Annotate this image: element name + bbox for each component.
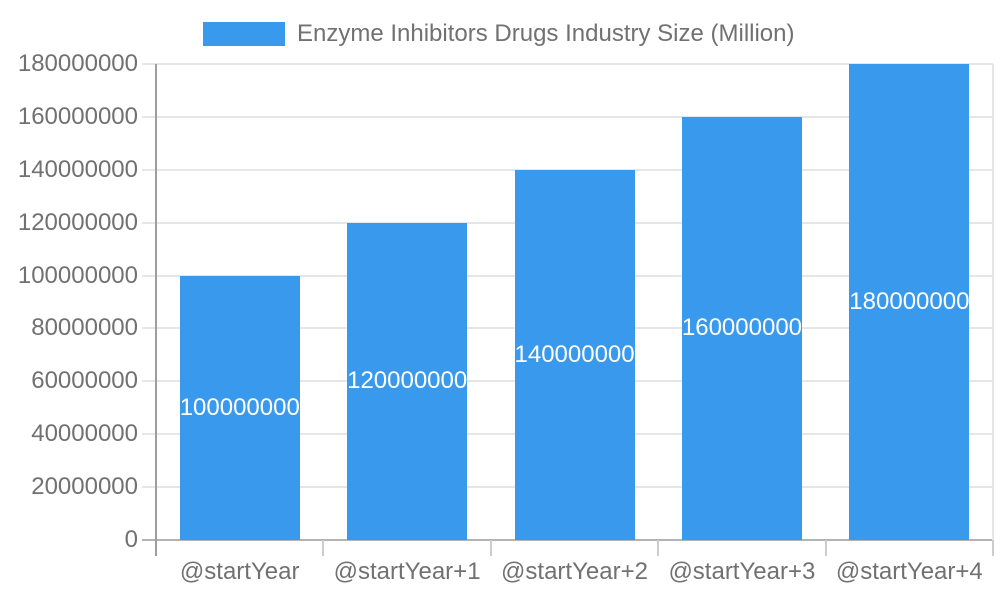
y-axis-tick-label: 160000000: [17, 102, 138, 130]
chart-right-border: [992, 64, 994, 540]
x-axis-category-label: @startYear+4: [835, 558, 983, 585]
x-axis-tick: [992, 540, 994, 556]
chart-legend: Enzyme Inhibitors Drugs Industry Size (M…: [0, 0, 1000, 56]
legend-color-swatch: [203, 22, 285, 46]
x-axis-tick: [824, 540, 827, 556]
bar-@startYear+1[interactable]: 120000000: [347, 222, 468, 540]
x-axis-tick: [322, 540, 325, 556]
x-axis-tick: [657, 540, 660, 556]
legend-label: Enzyme Inhibitors Drugs Industry Size (M…: [297, 20, 795, 47]
y-axis-tick-label: 40000000: [31, 420, 138, 448]
y-axis-tick-label: 100000000: [17, 261, 138, 289]
bar-value-label: 160000000: [681, 314, 802, 342]
x-axis-category-label: @startYear+3: [668, 558, 816, 585]
x-axis-category-label: @startYear: [179, 558, 300, 585]
x-axis-baseline: [142, 539, 993, 541]
y-axis-line: [155, 64, 157, 556]
bar-@startYear+3[interactable]: 160000000: [681, 116, 802, 540]
y-axis-tick-label: 180000000: [17, 50, 138, 77]
y-axis-tick-label: 120000000: [17, 208, 138, 236]
gridline: [142, 63, 993, 65]
bar-value-label: 140000000: [514, 340, 635, 368]
bar-@startYear+2[interactable]: 140000000: [514, 169, 635, 540]
y-axis-tick-label: 20000000: [31, 473, 138, 501]
y-axis-tick-label: 0: [124, 526, 138, 553]
x-axis-tick: [489, 540, 492, 556]
x-axis-category-label: @startYear+2: [501, 558, 648, 585]
bar-value-label: 100000000: [179, 393, 300, 421]
bar-value-label: 120000000: [347, 367, 468, 395]
y-axis-tick-label: 80000000: [31, 314, 138, 342]
bar-value-label: 180000000: [849, 288, 970, 315]
gridline: [142, 115, 993, 118]
bar-@startYear+4[interactable]: 180000000: [849, 64, 970, 540]
y-axis-tick-label: 140000000: [17, 155, 138, 183]
y-axis-tick-label: 60000000: [31, 367, 138, 395]
bar-@startYear[interactable]: 100000000: [179, 275, 300, 540]
x-axis-category-label: @startYear+1: [333, 558, 481, 585]
